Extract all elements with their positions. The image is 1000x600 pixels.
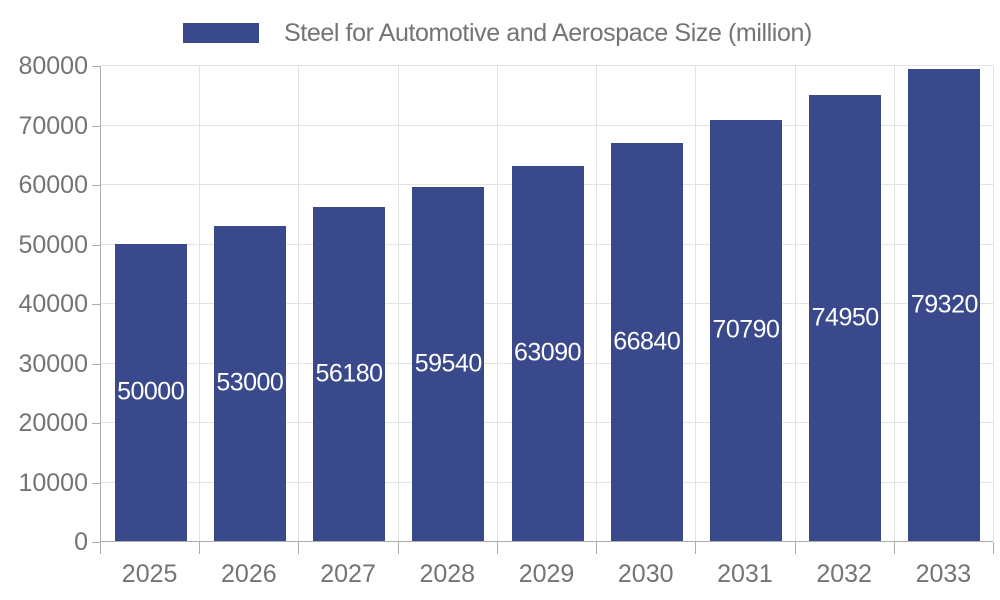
x-axis-tick-label: 2030 (617, 560, 674, 588)
y-axis-tick-mark (92, 244, 100, 246)
x-axis-tick-mark (199, 542, 201, 554)
bar: 63090 (511, 165, 584, 541)
bar: 79320 (908, 69, 981, 541)
x-axis-tick-mark (893, 542, 895, 554)
x-axis-tick-label: 2028 (419, 560, 476, 588)
x-axis-tick-mark (695, 542, 697, 554)
gridline-vertical (199, 66, 201, 541)
legend-swatch (183, 23, 259, 43)
y-axis-tick-mark (92, 185, 100, 186)
bar-value-label: 66840 (613, 327, 681, 356)
x-axis-tick-mark (100, 542, 101, 554)
x-axis-tick-label: 2025 (121, 560, 178, 588)
bar: 66840 (610, 143, 683, 541)
gridline-horizontal (101, 65, 993, 66)
x-axis-tick-mark (794, 542, 796, 554)
y-axis-tick-mark (92, 363, 100, 365)
legend[interactable]: Steel for Automotive and Aerospace Size … (183, 19, 812, 47)
bar-value-label: 79320 (910, 290, 979, 319)
bar-value-label: 70790 (712, 315, 780, 344)
y-axis-tick-label: 10000 (18, 468, 88, 497)
x-axis-tick-label: 2032 (816, 560, 872, 588)
bar-value-label: 74950 (811, 303, 880, 332)
gridline-vertical (794, 66, 796, 541)
bar-value-label: 53000 (216, 368, 284, 397)
bar: 56180 (313, 206, 386, 541)
bar: 53000 (213, 225, 286, 541)
bar: 59540 (412, 186, 485, 541)
y-axis-tick-label: 30000 (18, 349, 88, 378)
y-axis-tick-label: 20000 (18, 409, 88, 437)
x-axis-tick-label: 2026 (221, 560, 277, 588)
x-axis-tick-label: 2031 (717, 560, 773, 588)
x-axis-tick-mark (298, 542, 300, 554)
gridline-vertical (298, 66, 300, 541)
y-axis-tick-label: 40000 (18, 290, 88, 318)
x-axis-tick-mark (397, 542, 399, 554)
gridline-vertical (496, 66, 498, 541)
gridline-vertical (596, 66, 598, 541)
legend-label: Steel for Automotive and Aerospace Size … (284, 18, 812, 47)
bar: 70790 (709, 119, 782, 541)
x-axis-tick-label: 2029 (518, 560, 575, 588)
gridline-vertical (695, 66, 697, 541)
y-axis-tick-mark (92, 542, 100, 543)
plot-area: 50000 53000 56180 59540 63090 66840 70790 74950… (100, 65, 994, 542)
bar: 74950 (809, 95, 882, 541)
y-axis-tick-label: 70000 (18, 111, 88, 140)
gridline-horizontal (101, 124, 993, 126)
x-axis-tick-mark (496, 542, 498, 554)
y-axis-tick-mark (92, 482, 100, 484)
gridline-vertical (893, 66, 895, 541)
gridline-vertical (397, 66, 399, 541)
y-axis-tick-mark (92, 304, 100, 305)
y-axis-tick-mark (92, 125, 100, 127)
y-axis-tick-label: 80000 (18, 52, 88, 80)
y-axis-tick-label: 50000 (18, 230, 88, 259)
x-axis-tick-label: 2033 (915, 560, 972, 588)
y-axis-tick-label: 0 (74, 528, 88, 556)
x-axis-tick-mark (993, 542, 994, 554)
bar-value-label: 63090 (513, 338, 582, 367)
bar-value-label: 59540 (414, 349, 483, 378)
bar-value-label: 50000 (117, 377, 185, 406)
y-axis-tick-mark (92, 66, 100, 67)
y-axis-tick-mark (92, 423, 100, 424)
x-axis-tick-label: 2027 (320, 560, 376, 588)
bar-value-label: 56180 (315, 359, 384, 388)
y-axis-tick-label: 60000 (18, 171, 88, 199)
gridline-vertical (993, 66, 994, 541)
x-axis-tick-mark (596, 542, 598, 554)
bar: 50000 (114, 243, 187, 541)
